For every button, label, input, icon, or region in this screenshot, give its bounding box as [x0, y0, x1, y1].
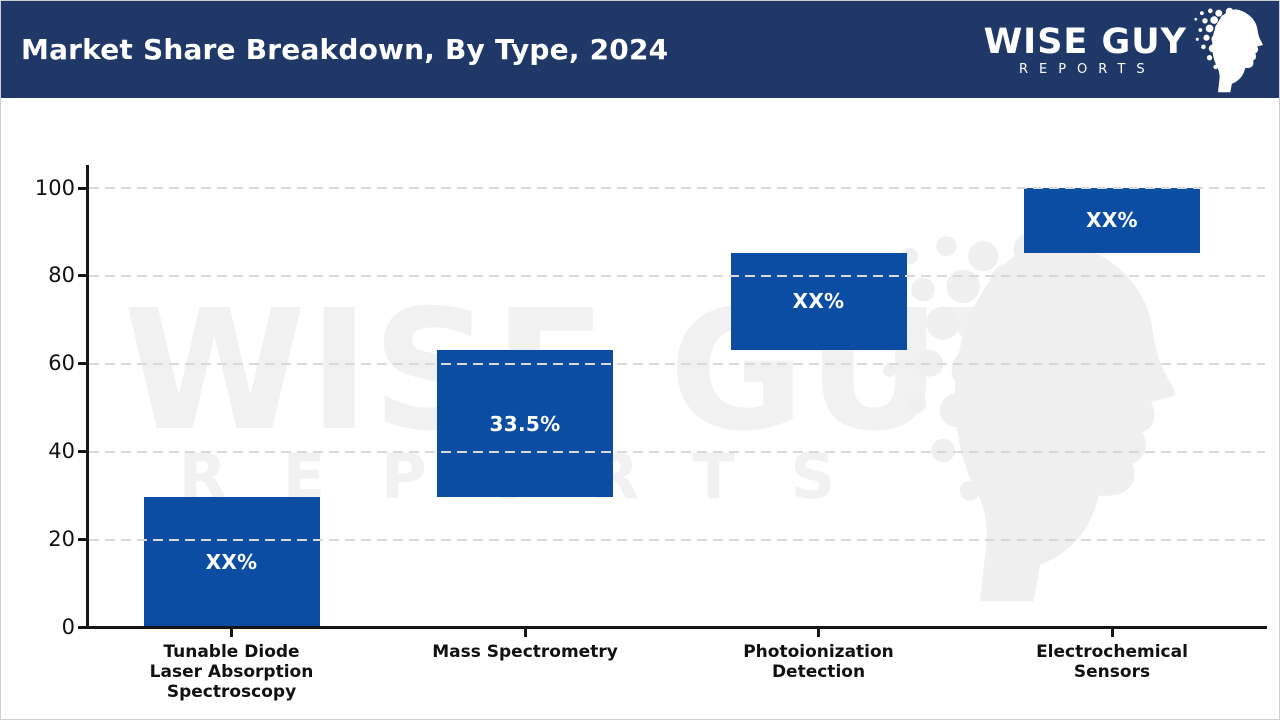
brand-logo: WISE GUY REPORTS — [984, 5, 1267, 95]
gridline-100 — [89, 187, 1265, 189]
x-tick — [817, 629, 820, 637]
bar-value-label: 33.5% — [489, 411, 561, 436]
y-tick-label-20: 20 — [48, 527, 75, 552]
y-tick-0 — [78, 626, 87, 629]
x-axis-line — [86, 626, 1267, 629]
y-tick-80 — [78, 274, 87, 278]
y-tick-label-0: 0 — [61, 615, 75, 639]
logo-head-icon — [1194, 7, 1263, 93]
y-tick-label-80: 80 — [48, 263, 75, 288]
y-axis-line — [86, 165, 89, 629]
x-category-label: Tunable Diode Laser Absorption Spectrosc… — [149, 642, 314, 702]
brand-name: WISE GUY — [983, 21, 1187, 62]
y-tick-20 — [78, 538, 87, 542]
x-tick — [1110, 629, 1114, 637]
page-title: Market Share Breakdown, By Type, 2024 — [21, 33, 669, 66]
x-category-label: Mass Spectrometry — [432, 642, 618, 662]
bar-value-label: XX% — [205, 550, 258, 575]
x-category-label: Electrochemical Sensors — [1036, 642, 1188, 682]
bar-segment: XX% — [730, 252, 907, 351]
gridline-20 — [89, 538, 1265, 541]
gridline-80 — [89, 274, 1265, 277]
gridline-40 — [89, 450, 1265, 453]
header-band: Market Share Breakdown, By Type, 2024 WI… — [1, 1, 1279, 98]
gridline-60 — [89, 362, 1265, 365]
bar-segment: 33.5% — [437, 350, 613, 498]
x-tick — [230, 629, 233, 637]
brand-subtitle: REPORTS — [1018, 61, 1156, 77]
bar-value-label: XX% — [1086, 208, 1138, 233]
y-tick-100 — [78, 186, 87, 190]
y-tick-label-100: 100 — [34, 175, 75, 200]
y-tick-40 — [78, 450, 87, 454]
x-tick — [523, 629, 527, 637]
x-category-label: Photoionization Detection — [743, 642, 894, 682]
y-tick-60 — [78, 362, 87, 366]
y-tick-label-60: 60 — [48, 351, 75, 376]
bar-value-label: XX% — [792, 289, 845, 314]
y-tick-label-40: 40 — [48, 439, 75, 464]
brand-logo-text: WISE GUY REPORTS — [984, 24, 1187, 77]
bar-segment: XX% — [143, 497, 320, 628]
bar-segment: XX% — [1024, 188, 1200, 253]
